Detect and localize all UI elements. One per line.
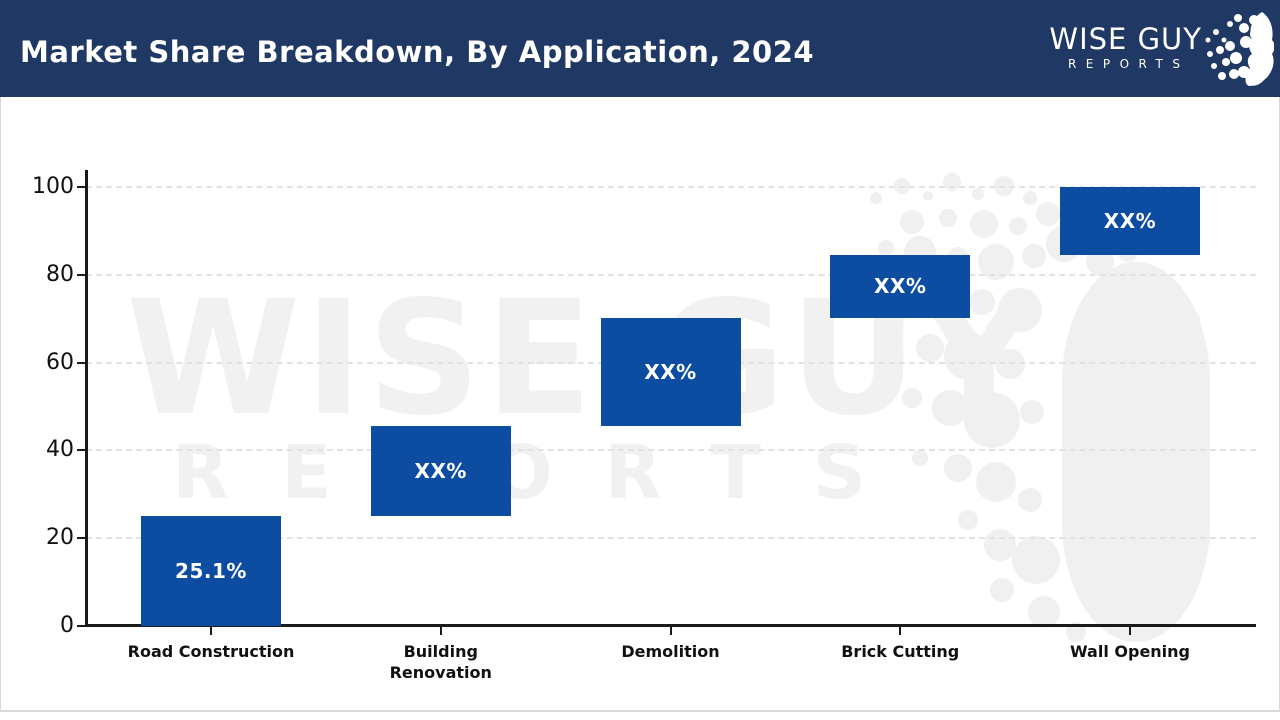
watermark-dot xyxy=(1148,420,1188,460)
logo-text: WISE GUY REPORTS xyxy=(1049,22,1202,72)
watermark-dot xyxy=(976,462,1016,502)
x-axis xyxy=(85,624,1256,627)
watermark-dot xyxy=(1009,217,1027,235)
bar-demolition: XX% xyxy=(600,317,741,427)
watermark-dot xyxy=(1134,274,1158,298)
gridline-80 xyxy=(86,273,1256,276)
watermark-dot xyxy=(912,450,928,466)
y-axis xyxy=(85,170,88,627)
page-header: Market Share Breakdown, By Application, … xyxy=(0,0,1280,97)
watermark-dot xyxy=(958,510,978,530)
watermark-dot xyxy=(1136,376,1164,404)
logo-subtext: REPORTS xyxy=(1067,57,1190,72)
watermark-dot xyxy=(1018,488,1042,512)
bar-building-renovation: XX% xyxy=(370,426,511,516)
gridline-20 xyxy=(86,537,1256,540)
watermark-dot xyxy=(944,454,972,482)
watermark-dot xyxy=(970,210,998,238)
bar-value-label: XX% xyxy=(874,274,927,299)
watermark-subtext: REPORTS xyxy=(172,430,919,516)
watermark-dot xyxy=(1182,366,1210,394)
watermark-dot xyxy=(969,289,995,315)
watermark-dot xyxy=(1176,468,1200,492)
y-axis-tick xyxy=(77,186,85,188)
y-axis-tick xyxy=(77,361,85,364)
watermark-dot xyxy=(923,191,933,201)
watermark-dot xyxy=(984,529,1016,561)
watermark-dot xyxy=(1066,622,1086,642)
y-axis-tick-label: 0 xyxy=(60,613,74,638)
y-axis-tick xyxy=(77,449,85,452)
x-axis-category-line: Renovation xyxy=(389,663,492,682)
gridline-100 xyxy=(86,186,1256,188)
watermark-dot xyxy=(1126,574,1170,618)
watermark-dot xyxy=(939,209,957,227)
watermark-dot xyxy=(1190,530,1210,550)
watermark-dot xyxy=(1160,534,1192,566)
y-axis-tick-label: 80 xyxy=(46,261,74,287)
logo-face-icon xyxy=(1205,12,1274,86)
watermark-dot xyxy=(1036,202,1060,226)
bar-value-label: XX% xyxy=(644,360,697,385)
watermark-dot xyxy=(932,390,968,426)
x-axis-category-line: Demolition xyxy=(621,642,720,661)
watermark-dot xyxy=(998,288,1042,332)
watermark-dot xyxy=(990,578,1014,602)
x-axis-category-label: Wall Opening xyxy=(1020,641,1240,662)
watermark-dot xyxy=(878,240,894,256)
x-axis-category-line: Building xyxy=(403,642,478,661)
watermark-dot xyxy=(1022,244,1046,268)
bar-value-label: XX% xyxy=(1103,209,1157,234)
bar-road-construction: 25.1% xyxy=(141,515,281,626)
watermark-dot xyxy=(1028,596,1060,628)
watermark-dot xyxy=(1138,308,1182,352)
x-axis-tick xyxy=(439,627,442,635)
x-axis-tick xyxy=(1129,627,1131,635)
y-axis-tick-label: 60 xyxy=(46,349,74,375)
y-axis-tick-label: 100 xyxy=(32,174,74,199)
watermark-dot xyxy=(995,349,1025,379)
watermark-dot xyxy=(870,192,882,204)
y-axis-tick xyxy=(77,273,85,276)
bar-wall-opening: XX% xyxy=(1060,187,1200,256)
watermark-dot xyxy=(902,388,922,408)
x-axis-category-line: Road Construction xyxy=(127,642,295,661)
y-axis-tick-label: 40 xyxy=(46,437,74,463)
bar-brick-cutting: XX% xyxy=(830,255,971,318)
x-axis-tick xyxy=(210,627,212,635)
watermark-dot xyxy=(1012,536,1060,584)
watermark-dot xyxy=(964,392,1020,448)
x-axis-category-label: Brick Cutting xyxy=(790,641,1010,662)
bar-value-label: XX% xyxy=(414,459,467,484)
x-axis-tick xyxy=(899,627,902,635)
watermark-dot xyxy=(900,210,924,234)
y-axis-tick xyxy=(77,537,85,540)
watermark-dot xyxy=(886,332,902,348)
x-axis-category-line: Brick Cutting xyxy=(841,642,960,661)
watermark-dot xyxy=(1124,470,1184,530)
watermark-dot xyxy=(972,188,984,200)
watermark-dot xyxy=(1020,400,1044,424)
x-axis-tick xyxy=(669,627,672,635)
chart-title: Market Share Breakdown, By Application, … xyxy=(20,35,815,69)
watermark-dot xyxy=(944,332,992,380)
y-axis-tick-label: 20 xyxy=(46,525,74,551)
x-axis-category-label: Road Construction xyxy=(101,641,321,662)
gridline-40 xyxy=(86,449,1256,452)
watermark-dot xyxy=(1023,191,1037,205)
wiseguy-logo: WISE GUY REPORTS xyxy=(1022,6,1274,92)
y-axis-tick xyxy=(77,625,85,627)
watermark-dot xyxy=(1180,310,1200,330)
watermark-dot xyxy=(916,334,944,362)
x-axis-category-label: Building Renovation xyxy=(331,641,551,683)
bar-value-label: 25.1% xyxy=(175,558,247,583)
x-axis-category-label: Demolition xyxy=(561,641,781,662)
x-axis-category-line: Wall Opening xyxy=(1069,642,1191,661)
logo-wordmark: WISE GUY xyxy=(1049,22,1202,56)
